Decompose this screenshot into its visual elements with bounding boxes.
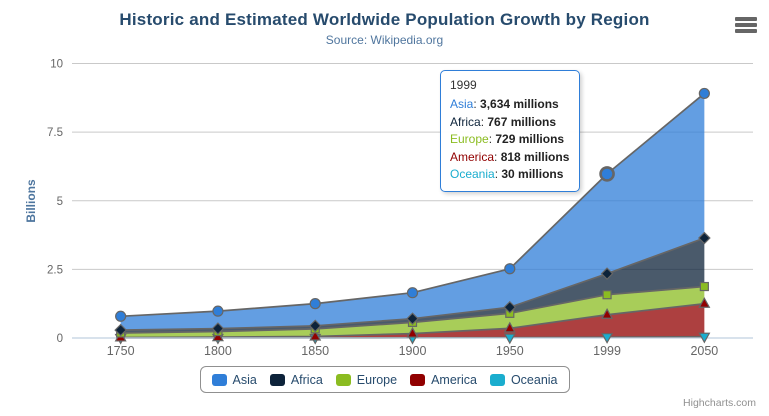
- tooltip-row-europe: Europe: 729 millions: [450, 132, 565, 146]
- point-africa-2050[interactable]: [698, 231, 711, 245]
- y-axis-label: 0: [57, 333, 63, 345]
- chart-title: Historic and Estimated Worldwide Populat…: [119, 10, 650, 29]
- point-oceania-2050[interactable]: [698, 332, 711, 344]
- tooltip-series-name: Europe: [450, 132, 489, 146]
- y-axis-label: 5: [57, 196, 63, 208]
- legend-swatch-icon: [335, 373, 351, 386]
- hamburger-icon: [735, 23, 757, 27]
- export-menu-button[interactable]: [735, 17, 757, 33]
- tooltip-series-name: Asia: [450, 97, 474, 111]
- point-asia-1900[interactable]: [406, 287, 419, 299]
- tooltip-series-name: Oceania: [450, 167, 495, 181]
- legend-swatch-icon: [410, 373, 426, 386]
- point-europe-2050[interactable]: [699, 281, 709, 292]
- hamburger-icon: [735, 17, 757, 21]
- y-axis-label: 7.5: [47, 127, 63, 139]
- point-asia-1950[interactable]: [504, 263, 516, 275]
- legend-label: America: [431, 372, 477, 387]
- x-axis-label: 1750: [107, 344, 135, 358]
- legend-swatch-icon: [489, 373, 505, 386]
- tooltip-series-value: 30 millions: [501, 167, 564, 181]
- hamburger-icon: [735, 29, 757, 33]
- legend: Asia Africa Europe America Oceania: [199, 366, 570, 393]
- point-europe-1999[interactable]: [602, 290, 612, 300]
- tooltip-header: 1999: [450, 78, 477, 92]
- point-asia-1800[interactable]: [212, 305, 224, 317]
- point-africa-1950[interactable]: [503, 300, 517, 314]
- point-america-1850[interactable]: [309, 329, 322, 341]
- tooltip-row-asia: Asia: 3,634 millions: [450, 97, 559, 111]
- point-oceania-1999[interactable]: [601, 333, 614, 344]
- series-area-america[interactable]: [120, 303, 705, 338]
- point-america-1900[interactable]: [406, 326, 419, 338]
- legend-label: Oceania: [510, 372, 558, 387]
- point-asia-1850[interactable]: [309, 298, 321, 310]
- point-asia-1750[interactable]: [115, 310, 127, 322]
- y-axis-title: Billions: [24, 179, 38, 223]
- y-axis-label: 2.5: [47, 264, 63, 276]
- chart-subtitle: Source: Wikipedia.org: [325, 33, 444, 47]
- series-area-africa[interactable]: [120, 238, 705, 333]
- point-asia-2050[interactable]: [698, 87, 710, 100]
- x-axis-label: 1850: [301, 344, 329, 358]
- credits-link[interactable]: Highcharts.com: [683, 397, 756, 409]
- tooltip-series-name: America: [450, 149, 495, 164]
- tooltip-row-america: America: 818 millions: [450, 149, 570, 164]
- tooltip: 1999 Asia: 3,634 millions Africa: 767 mil…: [440, 70, 581, 192]
- x-axis-label: 1950: [496, 344, 524, 358]
- legend-label: Asia: [232, 372, 257, 387]
- x-axis-label: 1900: [399, 344, 427, 358]
- tooltip-series-value: 3,634 millions: [480, 97, 559, 111]
- point-africa-1900[interactable]: [406, 312, 419, 326]
- legend-item-oceania[interactable]: Oceania: [489, 372, 558, 387]
- tooltip-series-value: 767 millions: [487, 114, 557, 129]
- point-america-1999[interactable]: [601, 307, 614, 319]
- tooltip-row-oceania: Oceania: 30 millions: [450, 167, 564, 181]
- point-africa-1750[interactable]: [114, 323, 127, 337]
- y-axis-label: 10: [50, 59, 63, 71]
- tooltip-series-value: 818 millions: [500, 149, 570, 164]
- tooltip-series-name: Africa: [450, 114, 481, 129]
- x-axis-label: 1999: [593, 344, 621, 358]
- legend-item-asia[interactable]: Asia: [211, 372, 257, 387]
- tooltip-series-value: 729 millions: [495, 132, 565, 146]
- point-oceania-1950[interactable]: [503, 333, 516, 345]
- x-axis-label: 2050: [690, 344, 718, 358]
- x-axis-label: 1800: [204, 344, 232, 358]
- legend-item-america[interactable]: America: [410, 373, 477, 387]
- point-america-1950[interactable]: [503, 321, 516, 333]
- legend-swatch-icon: [269, 373, 285, 386]
- legend-item-africa[interactable]: Africa: [269, 372, 323, 387]
- point-asia-1999[interactable]: [599, 166, 615, 182]
- tooltip-row-africa: Africa: 767 millions: [450, 114, 557, 129]
- tooltip-rows: Asia: 3,634 millions Africa: 767 millions…: [450, 96, 569, 184]
- legend-label: Europe: [356, 372, 398, 387]
- point-africa-1800[interactable]: [211, 322, 225, 335]
- point-africa-1850[interactable]: [308, 319, 322, 333]
- legend-swatch-icon: [211, 373, 227, 386]
- point-america-2050[interactable]: [698, 297, 711, 308]
- legend-item-europe[interactable]: Europe: [335, 372, 398, 387]
- point-africa-1999[interactable]: [600, 267, 614, 281]
- series-area-asia[interactable]: [120, 93, 705, 331]
- legend-label: Africa: [290, 372, 323, 387]
